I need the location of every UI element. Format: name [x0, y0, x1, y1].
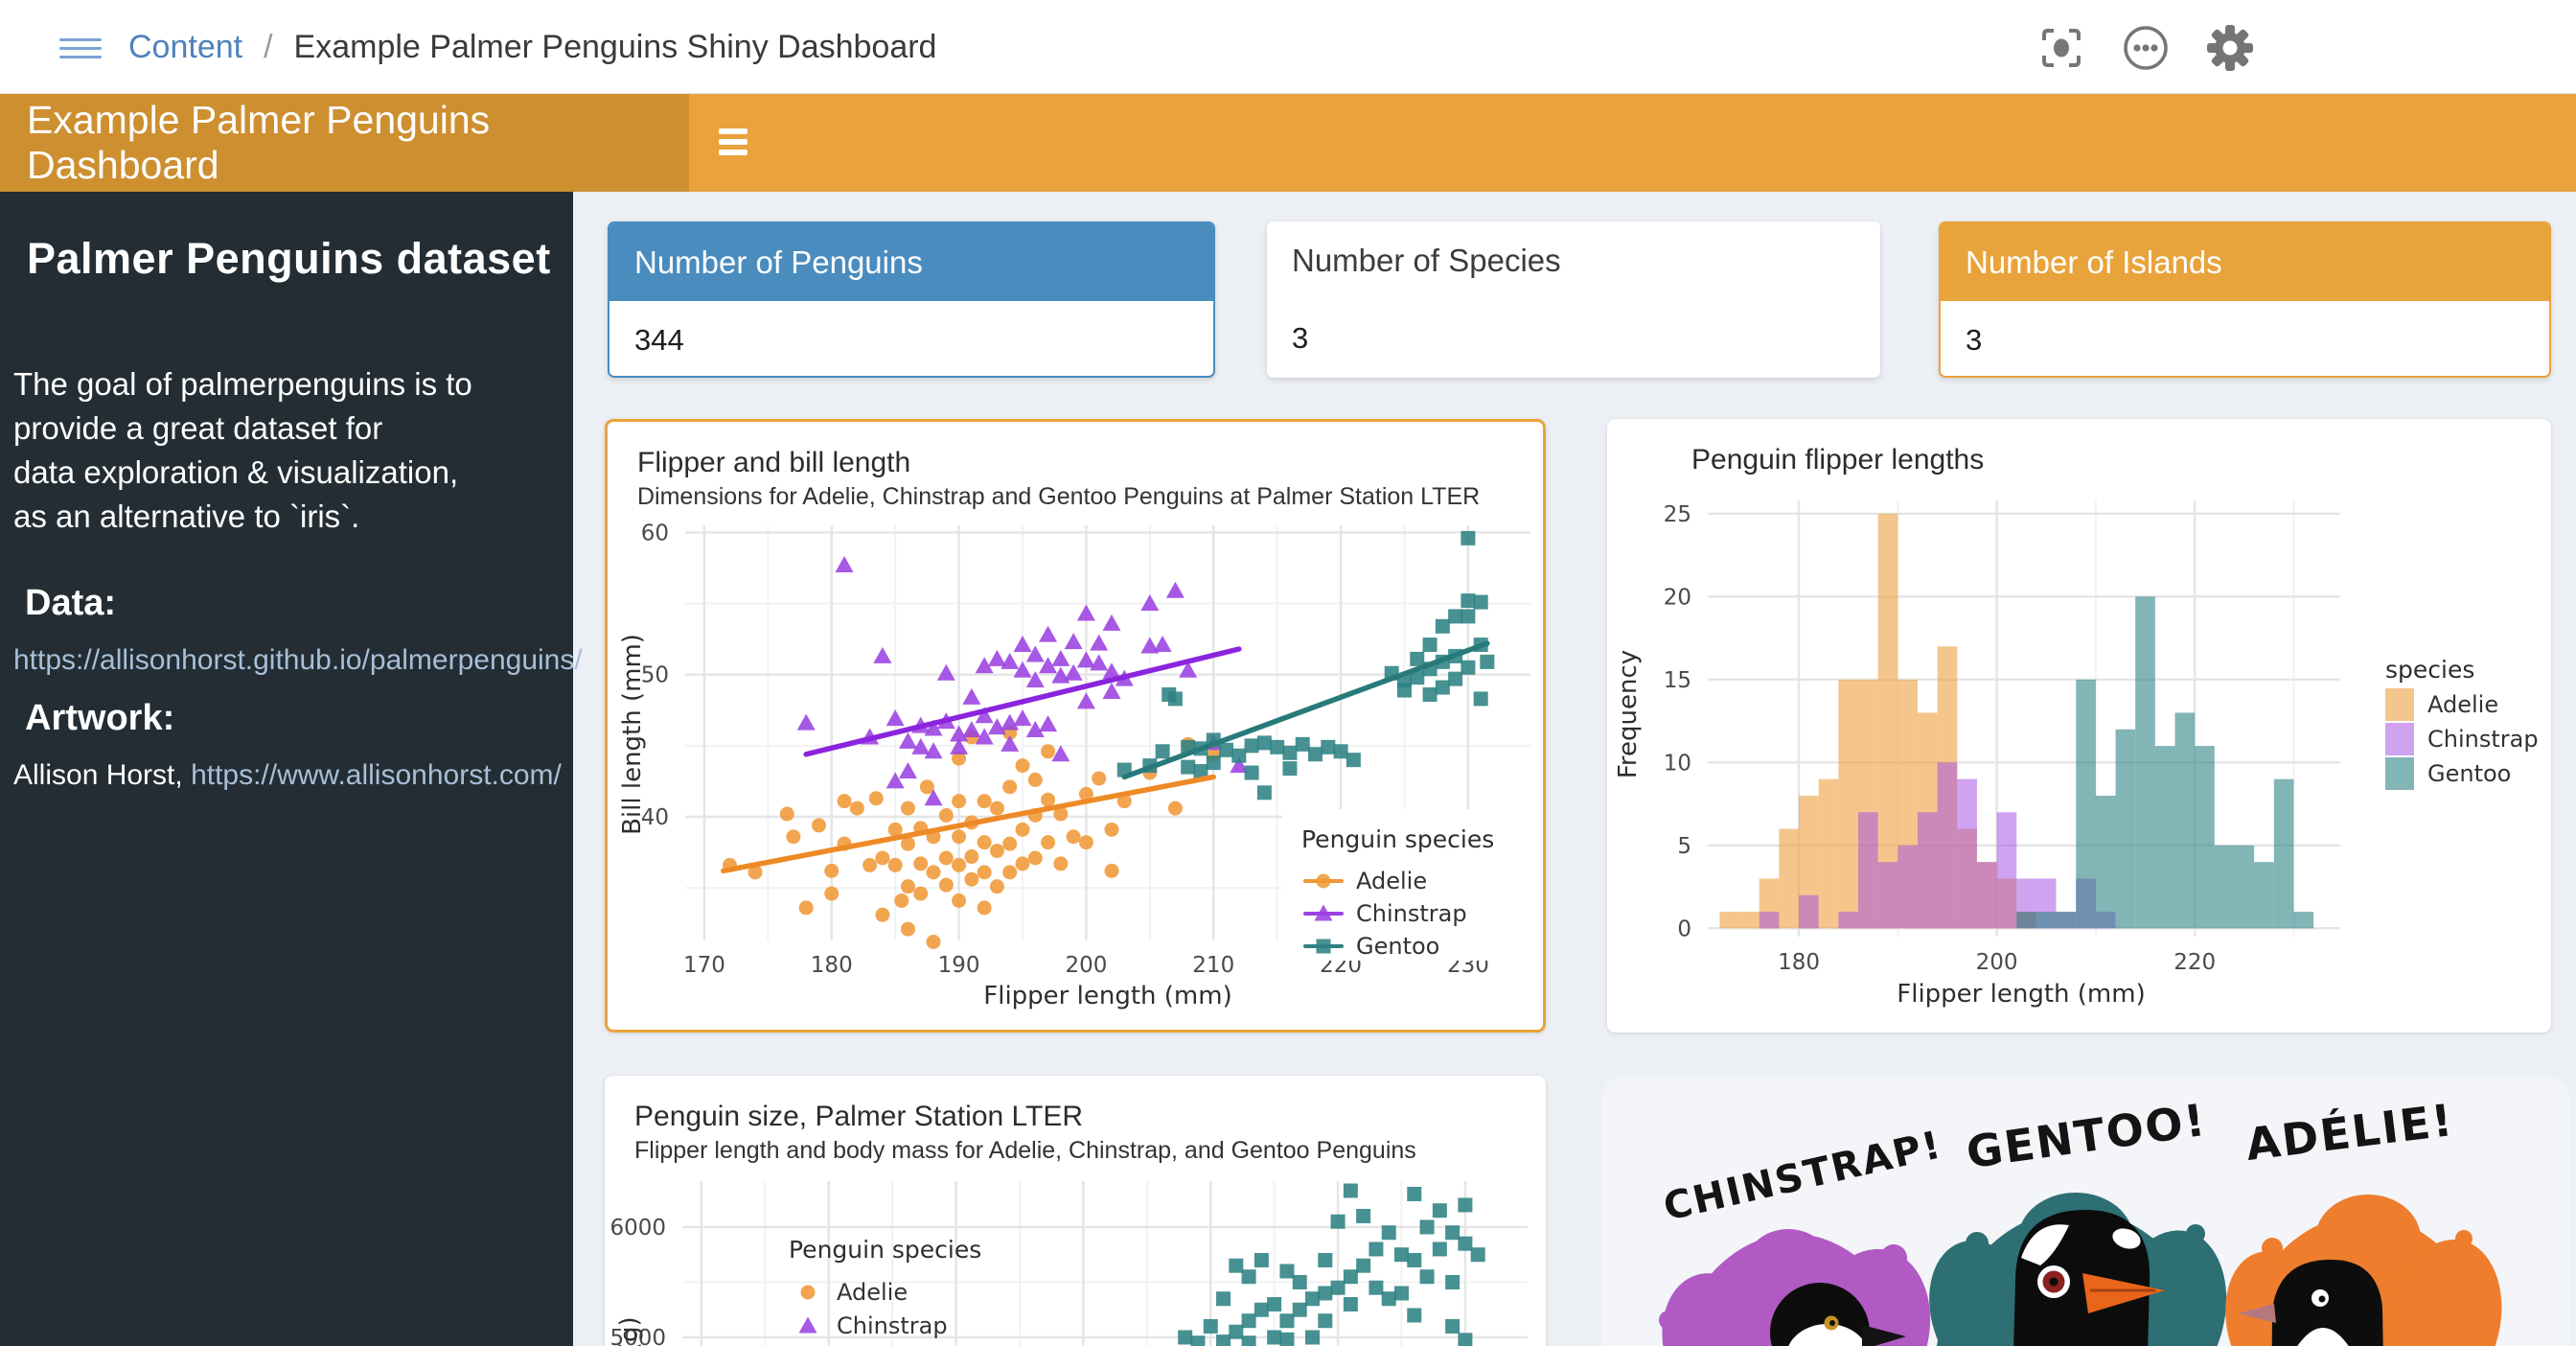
svg-text:200: 200 [1976, 950, 2018, 975]
svg-text:Adelie: Adelie [837, 1279, 908, 1306]
value-box-species: Number of Species 3 [1267, 221, 1880, 378]
sidebar-toggle-icon[interactable] [719, 128, 748, 157]
chart-title: Penguin flipper lengths [1691, 444, 1985, 476]
svg-text:Adelie: Adelie [2427, 691, 2498, 718]
svg-text:50: 50 [641, 663, 669, 688]
sidebar: Palmer Penguins dataset The goal of palm… [0, 192, 583, 1346]
svg-text:220: 220 [2174, 950, 2216, 975]
svg-text:15: 15 [1664, 668, 1691, 693]
data-heading: Data: [25, 583, 117, 623]
flipper-bill-chart-card: Flipper and bill length Dimensions for A… [605, 419, 1546, 1033]
breadcrumb-page-title: Example Palmer Penguins Shiny Dashboard [293, 28, 937, 65]
value-box-islands-label: Number of Islands [1941, 223, 2549, 301]
artwork-heading: Artwork: [25, 698, 175, 738]
svg-text:Flipper length (mm): Flipper length (mm) [983, 982, 1231, 1010]
data-link[interactable]: https://allisonhorst.github.io/palmerpen… [13, 644, 583, 676]
main-content: Number of Penguins 344 Number of Species… [573, 192, 2576, 1346]
svg-text:Chinstrap: Chinstrap [837, 1312, 948, 1339]
svg-text:Bill length (mm): Bill length (mm) [618, 634, 647, 835]
svg-text:200: 200 [1065, 953, 1107, 978]
svg-text:Gentoo: Gentoo [2427, 760, 2511, 787]
flipper-length-histogram: 0 5 10 15 20 25 180 200 220 Flipper length (mm) Fr… [1614, 500, 2539, 1009]
breadcrumb-content-link[interactable]: Content [128, 28, 243, 65]
svg-text:Flipper length (mm): Flipper length (mm) [1897, 980, 2145, 1009]
artwork-credit: Allison Horst, https://www.allisonhorst.… [13, 759, 562, 792]
sidebar-title: Palmer Penguins dataset [27, 234, 551, 283]
value-box-islands-value: 3 [1966, 323, 1983, 357]
body-mass-scatter-plot: 5000 6000 Body mass (g) Penguin species Adel… [610, 1181, 1528, 1346]
svg-text:5: 5 [1677, 834, 1691, 859]
value-box-species-value: 3 [1292, 321, 1309, 355]
chart-title: Flipper and bill length [637, 447, 911, 478]
svg-text:Body mass (g): Body mass (g) [615, 1316, 644, 1346]
value-box-penguins-value: 344 [634, 323, 684, 357]
focus-icon[interactable] [2037, 24, 2085, 72]
svg-text:20: 20 [1664, 585, 1691, 610]
svg-text:170: 170 [683, 953, 725, 978]
content-menu-icon[interactable] [59, 38, 102, 59]
toolbar-actions [2037, 24, 2254, 72]
value-box-species-label: Number of Species [1292, 242, 1561, 278]
svg-text:Penguin species: Penguin species [1301, 825, 1494, 853]
breadcrumb: Content / Example Palmer Penguins Shiny … [128, 0, 936, 94]
top-toolbar: Content / Example Palmer Penguins Shiny … [0, 0, 2576, 94]
svg-text:5000: 5000 [610, 1326, 666, 1346]
breadcrumb-separator: / [264, 28, 273, 65]
artwork-author: Allison Horst, [13, 759, 183, 791]
artwork-link[interactable]: https://www.allisonhorst.com/ [191, 759, 562, 791]
svg-text:25: 25 [1664, 502, 1691, 527]
svg-text:6000: 6000 [610, 1216, 666, 1241]
svg-text:Chinstrap: Chinstrap [1356, 900, 1467, 927]
svg-text:10: 10 [1664, 751, 1691, 776]
svg-text:210: 210 [1192, 953, 1234, 978]
chart-subtitle: Dimensions for Adelie, Chinstrap and Gen… [637, 483, 1481, 510]
value-box-penguins: Number of Penguins 344 [608, 221, 1215, 378]
svg-text:Frequency: Frequency [1614, 650, 1643, 778]
svg-text:180: 180 [1778, 950, 1820, 975]
svg-text:180: 180 [811, 953, 853, 978]
penguin-size-chart-card: Penguin size, Palmer Station LTER Flippe… [605, 1076, 1546, 1346]
svg-text:Chinstrap: Chinstrap [2427, 726, 2539, 753]
dashboard-title: Example Palmer Penguins Dashboard [0, 94, 689, 192]
penguin-artwork: CHINSTRAP! GENTOO! ADÉLIE! [1601, 1076, 2570, 1346]
settings-gear-icon[interactable] [2206, 24, 2254, 72]
sidebar-description: The goal of palmerpenguins is to provide… [13, 366, 472, 534]
more-options-icon[interactable] [2122, 24, 2170, 72]
chart-title: Penguin size, Palmer Station LTER [634, 1101, 1084, 1132]
dashboard-navbar: Example Palmer Penguins Dashboard [0, 94, 2576, 192]
svg-text:60: 60 [641, 521, 669, 545]
svg-text:Penguin species: Penguin species [789, 1236, 981, 1264]
chart-subtitle: Flipper length and body mass for Adelie,… [634, 1137, 1416, 1164]
flipper-histogram-card: Penguin flipper lengths 0 5 10 15 20 25 180 200… [1607, 419, 2551, 1033]
svg-text:Gentoo: Gentoo [1356, 933, 1439, 960]
svg-text:190: 190 [938, 953, 980, 978]
svg-text:0: 0 [1677, 917, 1691, 941]
svg-text:species: species [2385, 656, 2474, 684]
svg-text:40: 40 [641, 805, 669, 830]
value-box-islands: Number of Islands 3 [1939, 221, 2551, 378]
value-box-penguins-label: Number of Penguins [610, 223, 1213, 301]
penguin-illustrations [1659, 1193, 2502, 1346]
svg-text:Adelie: Adelie [1356, 868, 1427, 894]
